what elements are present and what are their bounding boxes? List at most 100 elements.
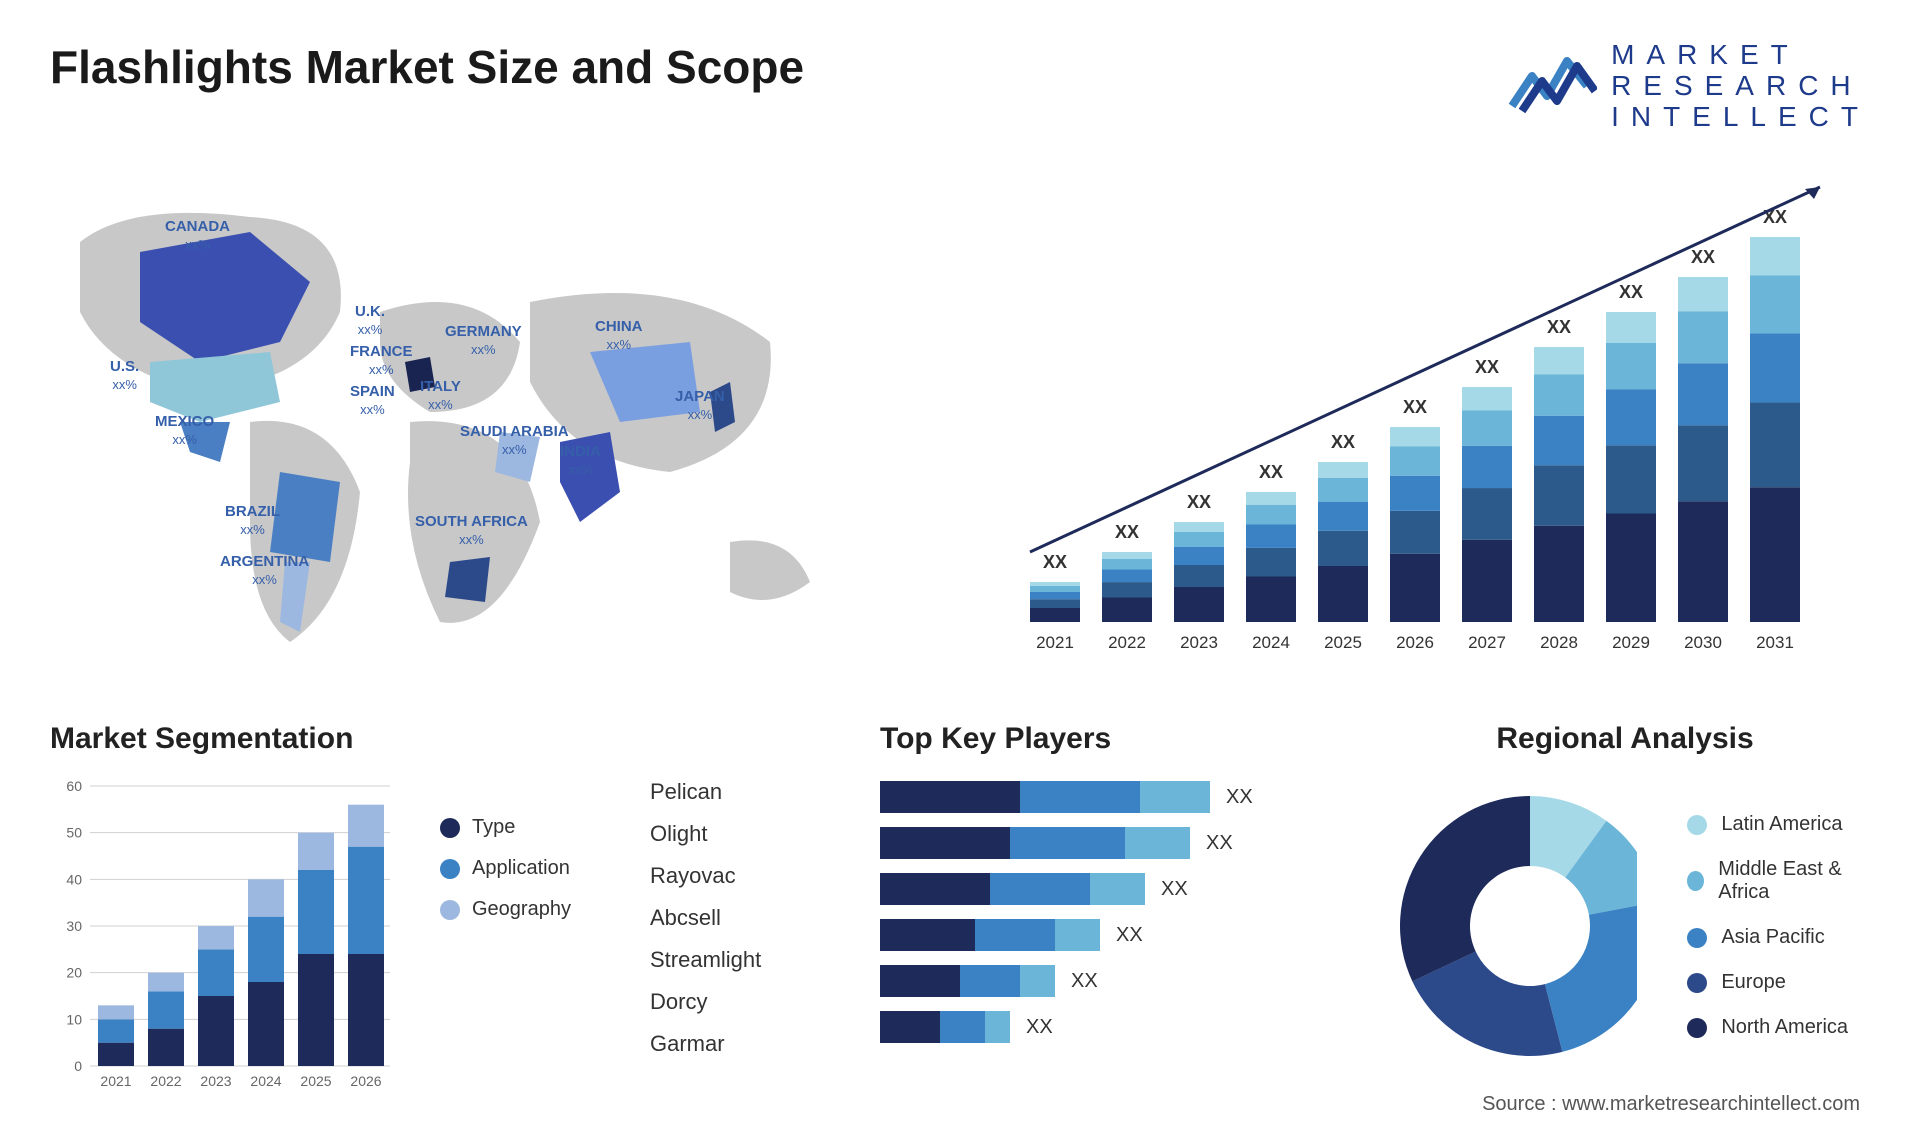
player-bar-label: XX <box>1116 924 1143 947</box>
growth-bar-seg <box>1750 237 1800 276</box>
logo: MARKET RESEARCH INTELLECT <box>1507 40 1870 132</box>
seg-ytick: 0 <box>74 1058 82 1074</box>
growth-bar-seg <box>1462 488 1512 540</box>
donut-legend-item: Europe <box>1687 971 1870 994</box>
segmentation-legend: Type Application Geography <box>440 816 571 1096</box>
seg-legend-item: Application <box>440 857 571 880</box>
donut-swatch <box>1687 871 1704 891</box>
seg-bar-seg <box>98 1043 134 1066</box>
segmentation-chart: 0102030405060202120222023202420252026 <box>50 776 410 1096</box>
player-bar <box>880 919 1100 951</box>
growth-bar-seg <box>1390 511 1440 554</box>
growth-bar-seg <box>1462 540 1512 622</box>
growth-bar-seg <box>1750 334 1800 403</box>
growth-bar-seg <box>1174 547 1224 565</box>
players-list: PelicanOlightRayovacAbcsellStreamlightDo… <box>650 779 840 1057</box>
seg-legend-item: Type <box>440 816 571 839</box>
player-name: Garmar <box>650 1031 840 1057</box>
logo-line2: RESEARCH <box>1611 71 1870 102</box>
seg-legend-label: Geography <box>472 898 571 921</box>
seg-bar-seg <box>198 996 234 1066</box>
growth-svg: XX2021XX2022XX2023XX2024XX2025XX2026XX20… <box>1010 162 1880 682</box>
logo-icon <box>1507 51 1597 121</box>
donut-legend: Latin America Middle East & Africa Asia Pa… <box>1687 813 1870 1039</box>
growth-bar-seg <box>1318 502 1368 531</box>
seg-bar-seg <box>348 805 384 847</box>
regional-panel: Regional Analysis Latin America Middle Ea… <box>1380 722 1870 1096</box>
player-name: Dorcy <box>650 989 840 1015</box>
segmentation-panel: Market Segmentation 01020304050602021202… <box>50 722 610 1096</box>
seg-bar-seg <box>198 950 234 997</box>
growth-bar-seg <box>1174 587 1224 622</box>
source-text: Source : www.marketresearchintellect.com <box>1482 1093 1860 1116</box>
donut-slice <box>1400 796 1530 981</box>
seg-legend-label: Type <box>472 816 515 839</box>
player-bar-seg <box>1020 781 1140 813</box>
map-label-mexico: MEXICOxx% <box>155 412 214 448</box>
seg-ytick: 20 <box>66 965 82 981</box>
player-bar-seg <box>880 873 990 905</box>
regional-title: Regional Analysis <box>1380 722 1870 756</box>
map-label-china: CHINAxx% <box>595 317 643 353</box>
growth-bar-label: XX <box>1403 397 1427 417</box>
player-bar-seg <box>1010 827 1125 859</box>
donut-swatch <box>1687 1018 1707 1038</box>
donut-swatch <box>1687 973 1707 993</box>
player-bar-seg <box>1140 781 1210 813</box>
donut-legend-item: Asia Pacific <box>1687 926 1870 949</box>
growth-bar-seg <box>1102 570 1152 583</box>
growth-year-label: 2025 <box>1324 633 1362 652</box>
growth-bar-seg <box>1102 559 1152 570</box>
logo-text: MARKET RESEARCH INTELLECT <box>1611 40 1870 132</box>
page-title: Flashlights Market Size and Scope <box>50 40 804 94</box>
player-bar-row: XX <box>880 827 1340 859</box>
seg-bar-seg <box>348 847 384 954</box>
map-country-brazil <box>270 472 340 562</box>
player-bar-seg <box>960 965 1020 997</box>
seg-bar-seg <box>148 992 184 1029</box>
seg-year: 2024 <box>250 1073 281 1089</box>
donut-legend-item: Middle East & Africa <box>1687 858 1870 904</box>
player-bar <box>880 1011 1010 1043</box>
growth-bar-seg <box>1390 447 1440 476</box>
map-label-france: FRANCExx% <box>350 342 413 378</box>
seg-year: 2026 <box>350 1073 381 1089</box>
seg-ytick: 40 <box>66 872 82 888</box>
player-name: Abcsell <box>650 905 840 931</box>
growth-bar-seg <box>1246 548 1296 577</box>
growth-bar-seg <box>1174 565 1224 587</box>
player-bar-row: XX <box>880 919 1340 951</box>
player-bar <box>880 827 1190 859</box>
growth-bar-label: XX <box>1331 432 1355 452</box>
player-bar-label: XX <box>1161 878 1188 901</box>
player-name: Olight <box>650 821 840 847</box>
map-label-u-k-: U.K.xx% <box>355 302 385 338</box>
growth-bar-seg <box>1534 526 1584 622</box>
players-bars: XXXXXXXXXXXX <box>880 781 1340 1043</box>
growth-year-label: 2029 <box>1612 633 1650 652</box>
player-name: Pelican <box>650 779 840 805</box>
growth-bar-seg <box>1030 592 1080 599</box>
growth-bar-seg <box>1246 577 1296 623</box>
player-bar-seg <box>1125 827 1190 859</box>
seg-legend-label: Application <box>472 857 570 880</box>
map-country-southafrica <box>445 557 490 602</box>
player-name: Rayovac <box>650 863 840 889</box>
growth-year-label: 2024 <box>1252 633 1290 652</box>
map-label-germany: GERMANYxx% <box>445 322 522 358</box>
growth-bar-seg <box>1750 488 1800 623</box>
player-bar-seg <box>880 1011 940 1043</box>
player-bar-seg <box>880 965 960 997</box>
bottom-row: Market Segmentation 01020304050602021202… <box>50 722 1870 1096</box>
donut-swatch <box>1687 928 1707 948</box>
map-label-italy: ITALYxx% <box>420 377 461 413</box>
player-bar-seg <box>940 1011 985 1043</box>
player-bar <box>880 873 1145 905</box>
player-bar-seg <box>985 1011 1010 1043</box>
growth-bar-seg <box>1246 492 1296 505</box>
seg-ytick: 10 <box>66 1012 82 1028</box>
map-label-canada: CANADAxx% <box>165 217 230 253</box>
donut-legend-item: North America <box>1687 1016 1870 1039</box>
donut-legend-label: Latin America <box>1721 813 1842 836</box>
player-bar-seg <box>880 781 1020 813</box>
